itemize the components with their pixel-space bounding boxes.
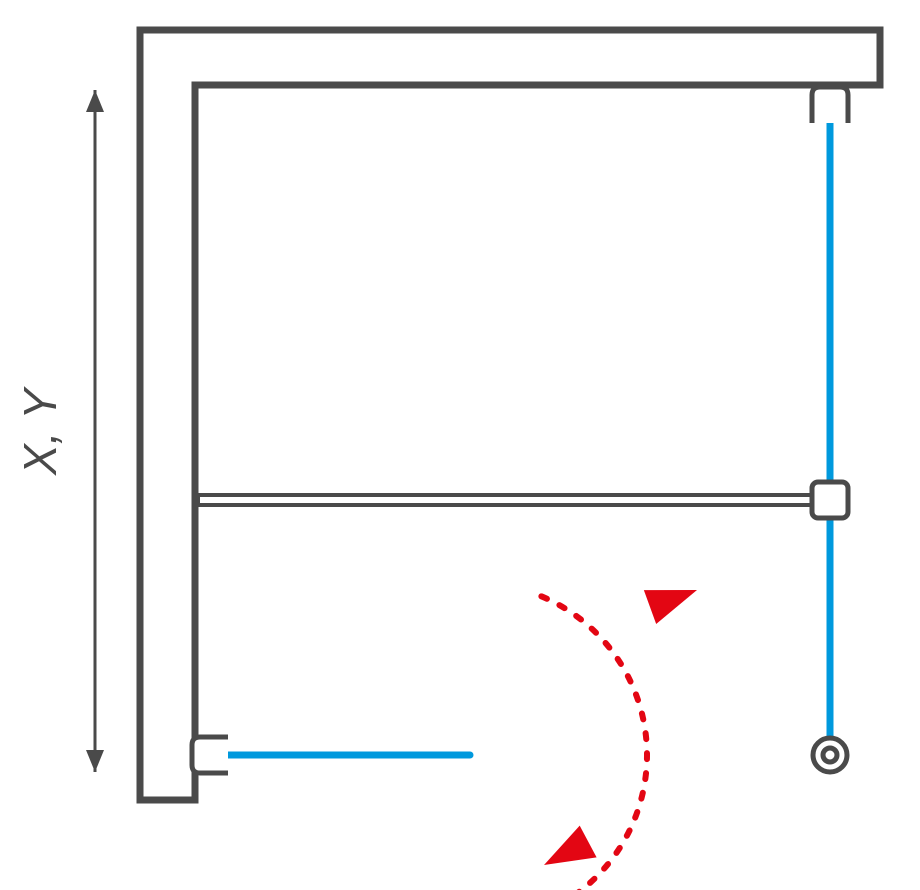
dimension-arrow-top [86, 90, 104, 112]
support-rail [198, 495, 812, 505]
swing-arrow-2 [544, 826, 597, 865]
bracket-mid-right [812, 482, 848, 518]
wall-outline [140, 30, 880, 800]
bracket-bottom-left [192, 737, 228, 773]
swing-arrow-1 [644, 590, 697, 624]
bracket-top-right [812, 87, 848, 123]
dimension-label: X, Y [13, 382, 67, 482]
dimension-arrow-bottom [86, 750, 104, 772]
hinge-inner [823, 748, 837, 762]
